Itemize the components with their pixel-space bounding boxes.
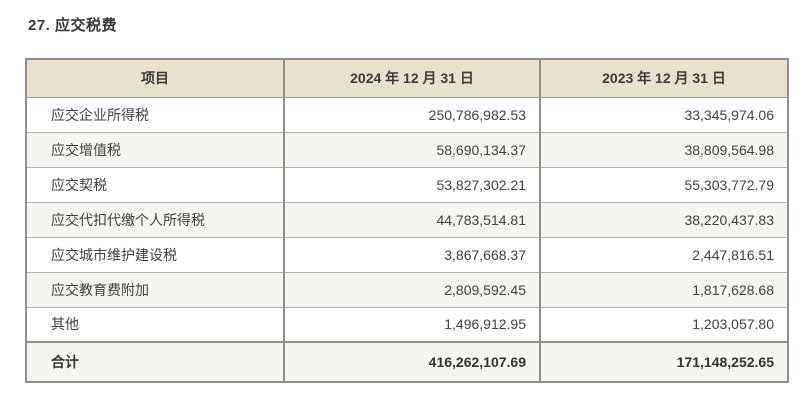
table-row: 其他 1,496,912.95 1,203,057.80 <box>26 306 788 342</box>
table-row: 应交代扣代缴个人所得税 44,783,514.81 38,220,437.83 <box>26 201 788 237</box>
row-value-2024: 44,783,514.81 <box>283 201 540 237</box>
total-value-2024: 416,262,107.69 <box>283 341 540 382</box>
total-value-2023: 171,148,252.65 <box>539 341 788 382</box>
row-value-2023: 2,447,816.51 <box>539 236 788 272</box>
row-item-label: 应交城市维护建设税 <box>26 236 284 272</box>
row-value-2023: 33,345,974.06 <box>539 97 788 132</box>
row-value-2023: 1,203,057.80 <box>539 306 788 342</box>
section-title: 27. 应交税费 <box>28 17 118 34</box>
column-header-item: 项目 <box>26 59 284 98</box>
row-value-2024: 53,827,302.21 <box>283 166 540 202</box>
row-value-2023: 1,817,628.68 <box>539 271 788 307</box>
row-item-label: 应交企业所得税 <box>26 97 284 132</box>
row-item-label: 应交增值税 <box>26 131 284 167</box>
table-header-row: 项目 2024 年 12 月 31 日 2023 年 12 月 31 日 <box>26 59 788 98</box>
taxes-payable-table: 项目 2024 年 12 月 31 日 2023 年 12 月 31 日 应交企… <box>25 58 789 383</box>
row-value-2024: 2,809,592.45 <box>283 271 540 307</box>
row-value-2024: 3,867,668.37 <box>283 236 540 272</box>
row-value-2023: 38,809,564.98 <box>539 131 788 167</box>
row-value-2023: 55,303,772.79 <box>539 166 788 202</box>
row-item-label: 应交代扣代缴个人所得税 <box>26 201 284 237</box>
table-row: 应交教育费附加 2,809,592.45 1,817,628.68 <box>26 271 788 307</box>
row-value-2024: 1,496,912.95 <box>283 306 540 342</box>
total-label: 合计 <box>26 341 284 382</box>
row-value-2024: 58,690,134.37 <box>283 131 540 167</box>
row-value-2023: 38,220,437.83 <box>539 201 788 237</box>
row-item-label: 其他 <box>26 306 284 342</box>
table-total-row: 合计 416,262,107.69 171,148,252.65 <box>26 341 788 382</box>
row-item-label: 应交教育费附加 <box>26 271 284 307</box>
column-header-2024: 2024 年 12 月 31 日 <box>283 59 540 98</box>
row-value-2024: 250,786,982.53 <box>283 97 540 132</box>
row-item-label: 应交契税 <box>26 166 284 202</box>
table-row: 应交增值税 58,690,134.37 38,809,564.98 <box>26 131 788 167</box>
column-header-2023: 2023 年 12 月 31 日 <box>539 59 788 98</box>
table-row: 应交企业所得税 250,786,982.53 33,345,974.06 <box>26 97 788 132</box>
table-row: 应交城市维护建设税 3,867,668.37 2,447,816.51 <box>26 236 788 272</box>
table-row: 应交契税 53,827,302.21 55,303,772.79 <box>26 166 788 202</box>
